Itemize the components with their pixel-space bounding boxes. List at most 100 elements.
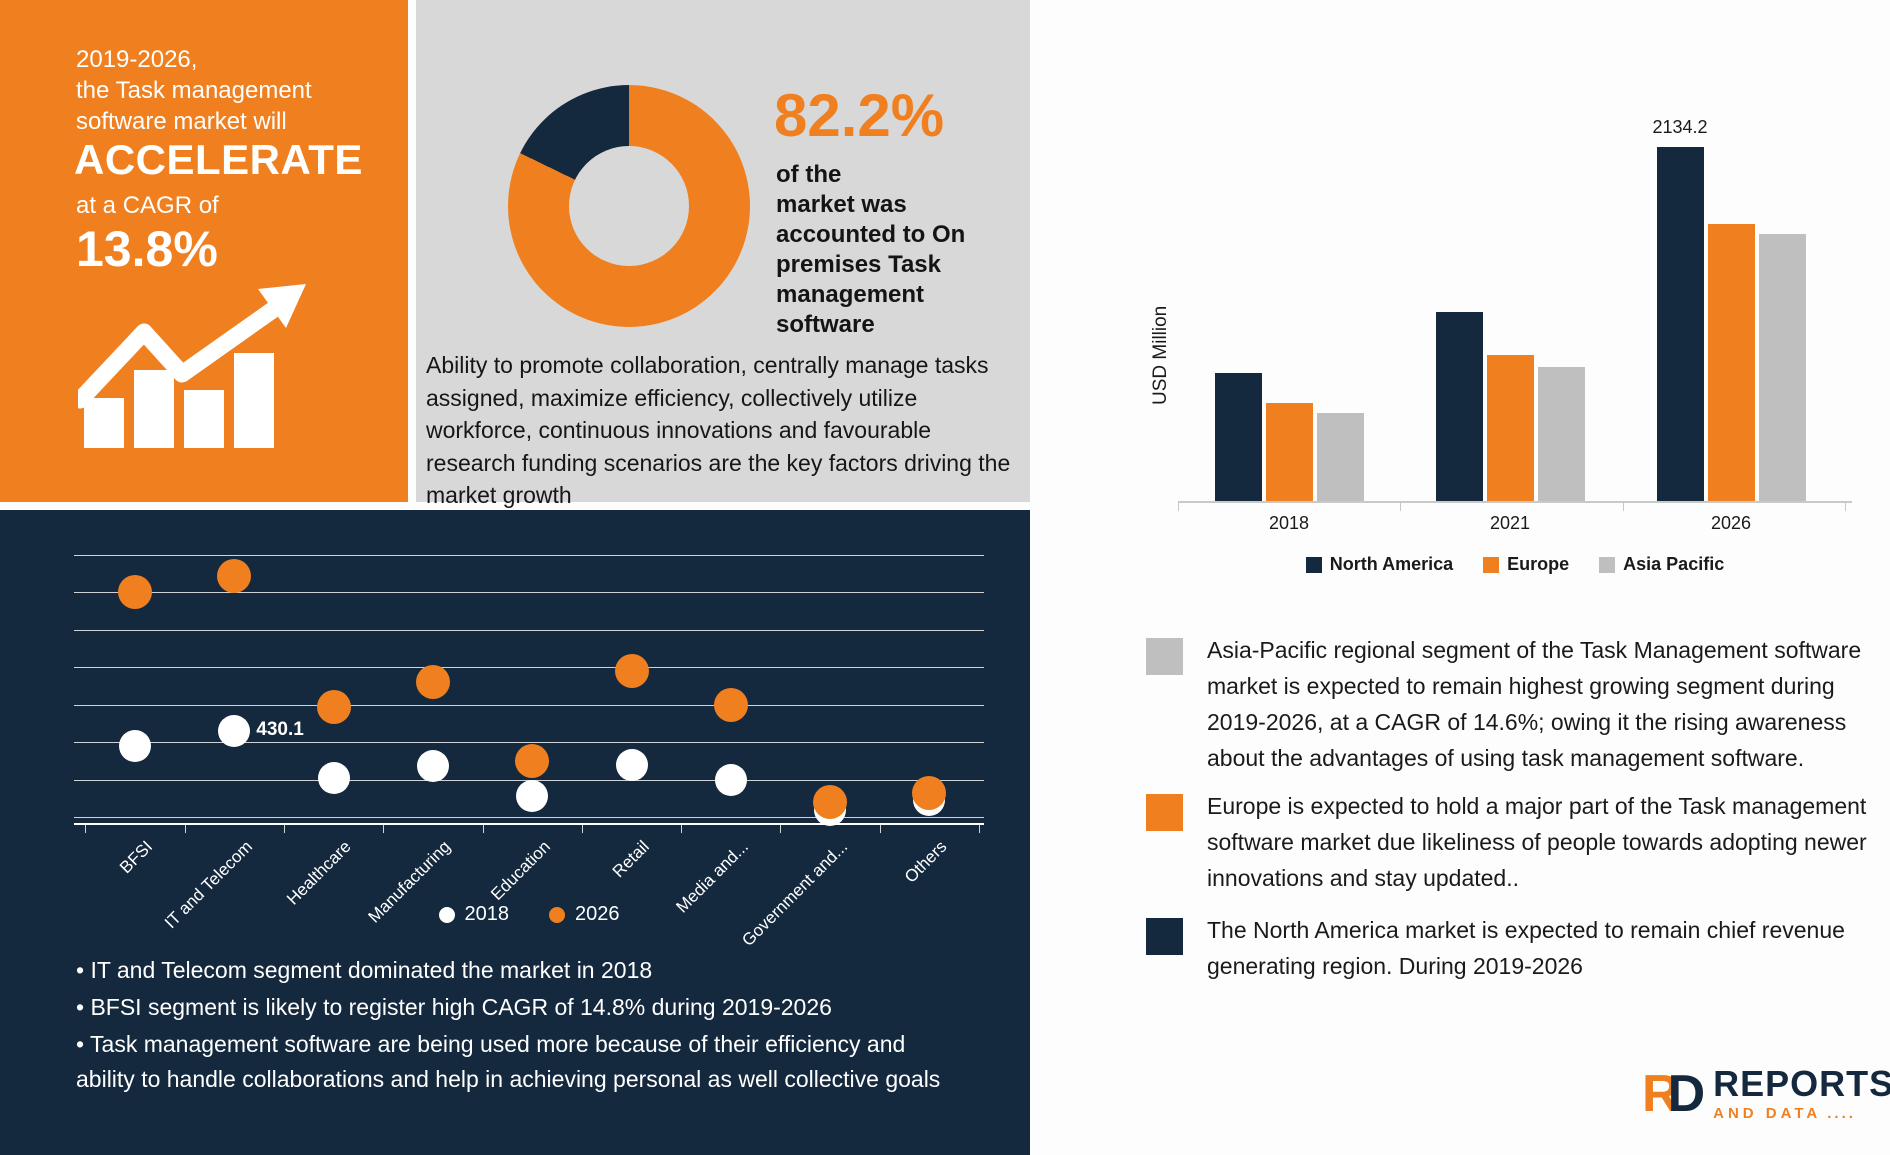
bar-europe-2026 [1707, 224, 1755, 501]
legend-dot-2026-icon [549, 906, 565, 923]
bar-asia-pacific-2026 [1758, 234, 1806, 501]
segment-bullet-1: • IT and Telecom segment dominated the m… [76, 957, 653, 983]
onpremises-percent: 82.2% [774, 82, 945, 149]
bullet-square-gray-icon [1146, 638, 1183, 675]
brand-mark-r: R [1642, 1065, 1680, 1123]
onpremises-caption-line: accounted to On [776, 221, 966, 248]
region-bullet-text: The North America market is expected to … [1207, 917, 1845, 979]
scatter-point-2018 [714, 763, 747, 796]
onpremises-donut-chart [508, 85, 750, 327]
scatter-axis-tick [780, 825, 782, 833]
brand-mark-d: D [1667, 1065, 1706, 1123]
segment-panel [0, 510, 1030, 1155]
scatter-point-2018 [218, 714, 251, 747]
bar-europe-2018 [1265, 403, 1313, 501]
bar-legend-label: Europe [1507, 554, 1570, 574]
scatter-axis-tick [283, 825, 285, 833]
scatter-point-2018 [416, 750, 449, 783]
segment-bullet-3: • Task management software are being use… [76, 1031, 941, 1092]
onpremises-caption-line: premises Task [776, 251, 941, 278]
legend-swatch-north-america-icon [1305, 556, 1322, 573]
cagr-prefix: at a CAGR of [76, 192, 219, 219]
segment-scatter-plot: BFSI IT and Telecom Healthcare Manufacturin… [74, 551, 984, 950]
brand-logo: RD REPORTS AND DATA.... [1642, 1063, 1890, 1123]
scatter-point-2026 [415, 665, 450, 700]
bar-chart-ylabel: USD Million [1150, 305, 1171, 405]
onpremises-caption-line: market was [776, 191, 907, 218]
bar-europe-2021 [1486, 355, 1534, 501]
scatter-axis-tick [482, 825, 484, 833]
bar-axis-tick [1400, 503, 1401, 511]
cagr-panel: 2019-2026, the Task management software … [0, 0, 408, 502]
scatter-legend-item-2026: 2026 [549, 903, 620, 926]
scatter-legend-label: 2018 [464, 903, 510, 925]
scatter-point-2026 [217, 558, 252, 593]
region-bullet-asia-pacific: Asia-Pacific regional segment of the Tas… [1146, 632, 1887, 776]
cagr-intro: 2019-2026, the Task management software … [76, 44, 312, 137]
scatter-legend-item-2018: 2018 [438, 903, 510, 926]
scatter-category-label: BFSI [116, 837, 157, 878]
scatter-gridline [74, 629, 984, 631]
onpremises-caption-line: management [776, 281, 925, 308]
scatter-point-2026 [614, 654, 649, 689]
scatter-point-2018 [119, 729, 151, 762]
brand-mark-icon: RD [1642, 1068, 1705, 1120]
bar-north-america-2026 [1656, 147, 1704, 501]
brand-name-top: REPORTS [1713, 1063, 1890, 1104]
region-bullet-europe: Europe is expected to hold a major part … [1146, 788, 1887, 896]
scatter-axis-tick [383, 825, 385, 833]
bar-legend-label: Asia Pacific [1623, 554, 1725, 574]
bar-category-label: 2018 [1268, 513, 1310, 533]
scatter-gridline [74, 779, 984, 781]
bar-legend-item-asia-pacific: Asia Pacific [1599, 554, 1724, 575]
bar-legend-label: North America [1329, 554, 1454, 574]
onpremises-caption-line: of the [776, 161, 842, 188]
onpremises-caption-line: software [776, 311, 875, 338]
scatter-axis-tick [681, 825, 683, 833]
bar-category-label: 2021 [1489, 513, 1531, 533]
scatter-category-label: Others [901, 837, 951, 887]
scatter-legend: 2018 2026 [74, 903, 984, 926]
scatter-point-2018 [516, 780, 549, 813]
bullet-square-orange-icon [1146, 794, 1183, 831]
brand-name-bottom-text: AND DATA [1713, 1105, 1822, 1122]
accelerate-headline: ACCELERATE [74, 136, 363, 183]
scatter-point-2026 [118, 575, 152, 610]
scatter-point-2026 [316, 689, 351, 724]
bar-axis-tick [1178, 503, 1179, 511]
region-bar-plot: 2018 2021 2134.2 2026 [1178, 106, 1852, 538]
scatter-category-label: Education [486, 837, 554, 904]
bar-north-america-2021 [1435, 311, 1483, 501]
scatter-gridline [74, 742, 984, 744]
scatter-point-2018 [317, 761, 350, 794]
bar-legend: North America Europe Asia Pacific [1178, 554, 1852, 575]
legend-swatch-asia-pacific-icon [1599, 556, 1616, 573]
bar-axis-tick [1623, 503, 1624, 511]
legend-swatch-europe-icon [1483, 556, 1500, 573]
scatter-point-2026 [912, 775, 947, 810]
scatter-axis-tick [581, 825, 583, 833]
scatter-point-2026 [515, 743, 550, 778]
bar-category-label: 2026 [1710, 513, 1752, 533]
scatter-gridline [74, 817, 984, 818]
brand-name-bottom: AND DATA.... [1713, 1105, 1890, 1122]
bar-legend-item-north-america: North America [1305, 554, 1454, 575]
scatter-annotation: 430.1 [256, 718, 304, 740]
scatter-axis-tick [879, 825, 881, 833]
scatter-gridline [74, 704, 984, 706]
region-bullet-north-america: The North America market is expected to … [1146, 912, 1887, 984]
scatter-axis-tick [85, 825, 87, 833]
scatter-point-2018 [615, 748, 648, 781]
legend-dot-2018-icon [438, 906, 455, 923]
region-bullet-text: Europe is expected to hold a major part … [1207, 793, 1867, 891]
onpremises-body-text: Ability to promote collaboration, centra… [426, 352, 1011, 508]
region-bullet-text: Asia-Pacific regional segment of the Tas… [1207, 637, 1862, 771]
bullet-square-navy-icon [1146, 918, 1183, 955]
cagr-intro-line: software market will [76, 108, 287, 135]
brand-text: REPORTS AND DATA.... [1713, 1063, 1890, 1123]
bar-annotation: 2134.2 [1652, 117, 1708, 138]
growth-arrow-icon [78, 284, 306, 448]
scatter-x-axis [74, 823, 984, 825]
bar-axis-tick [1845, 503, 1846, 511]
